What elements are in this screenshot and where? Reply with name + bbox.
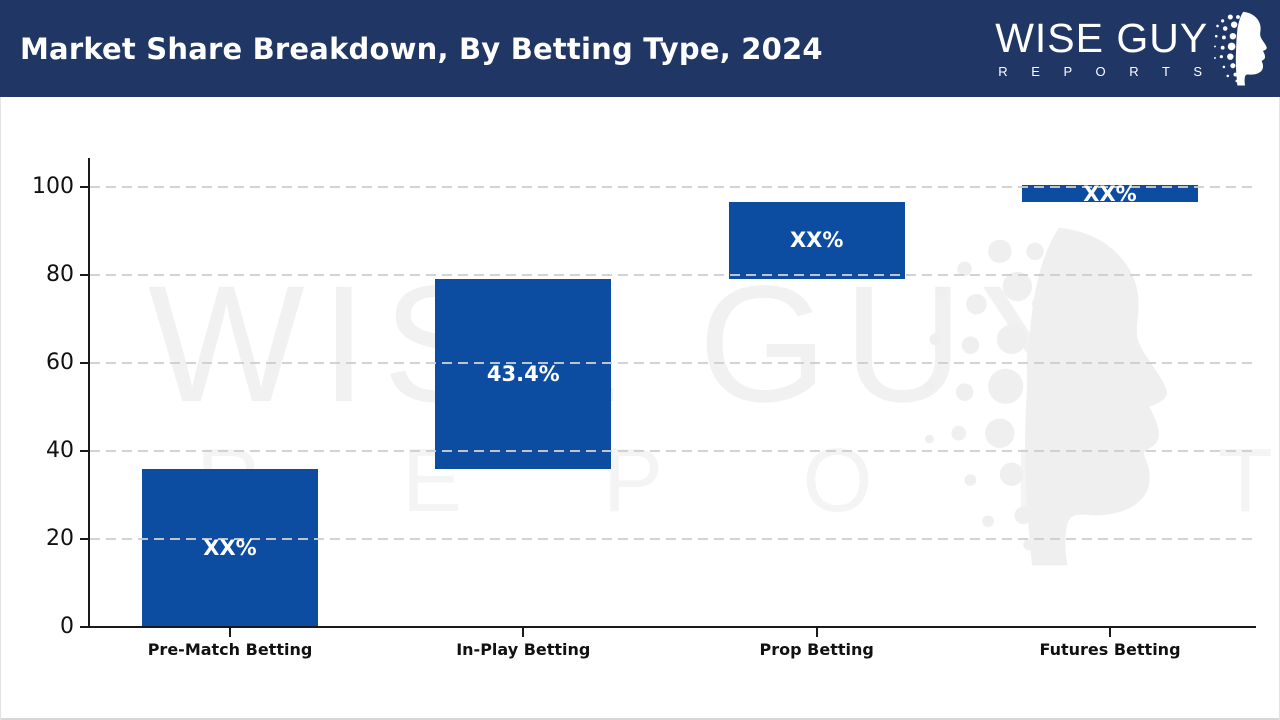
gridline-40 — [90, 450, 1254, 452]
x-tick-label-3: Futures Betting — [1039, 640, 1181, 659]
gridline-20 — [90, 538, 1254, 540]
y-tick-40 — [80, 450, 89, 452]
x-tick-label-2: Prop Betting — [759, 640, 874, 659]
y-tick-label-40: 40 — [46, 438, 74, 463]
y-tick-label-100: 100 — [32, 174, 74, 199]
x-tick-label-1: In-Play Betting — [456, 640, 591, 659]
logo-text: WISE GUY R E P O R T S — [995, 15, 1212, 80]
bar-value-label-1: 43.4% — [486, 362, 560, 386]
bar-value-label-2: XX% — [789, 228, 844, 253]
x-tick-3 — [1109, 628, 1111, 637]
chart-title: Market Share Breakdown, By Betting Type,… — [20, 31, 823, 66]
y-tick-20 — [80, 538, 89, 540]
wiseguy-face-icon — [1214, 11, 1267, 85]
bar-value-label-3: XX% — [1083, 181, 1137, 206]
header-bar: Market Share Breakdown, By Betting Type,… — [0, 0, 1280, 97]
y-tick-label-80: 80 — [46, 262, 74, 287]
y-axis-line — [88, 158, 90, 628]
y-tick-label-60: 60 — [46, 350, 74, 375]
x-tick-2 — [815, 628, 818, 637]
bar-1 — [435, 278, 612, 470]
bar-value-label-0: XX% — [203, 536, 257, 561]
bar-3 — [1022, 185, 1198, 202]
wiseguy-logo: WISE GUY R E P O R T S — [995, 3, 1270, 95]
x-tick-label-0: Pre-Match Betting — [147, 640, 313, 659]
logo-wordmark: WISE GUY — [995, 15, 1209, 61]
gridline-80 — [90, 274, 1254, 276]
y-tick-label-0: 0 — [60, 614, 74, 639]
x-axis-line — [88, 626, 1256, 628]
x-tick-0 — [229, 628, 231, 637]
y-tick-60 — [80, 362, 89, 364]
gridline-100 — [90, 186, 1254, 188]
bar-2 — [728, 201, 905, 279]
y-tick-0 — [80, 626, 89, 628]
logo-subtitle: R E P O R T S — [998, 64, 1212, 79]
y-tick-80 — [80, 274, 89, 276]
y-tick-100 — [80, 186, 89, 188]
y-tick-label-20: 20 — [46, 526, 74, 551]
gridline-60 — [90, 362, 1254, 364]
x-tick-1 — [522, 628, 525, 637]
bar-0 — [142, 469, 318, 627]
